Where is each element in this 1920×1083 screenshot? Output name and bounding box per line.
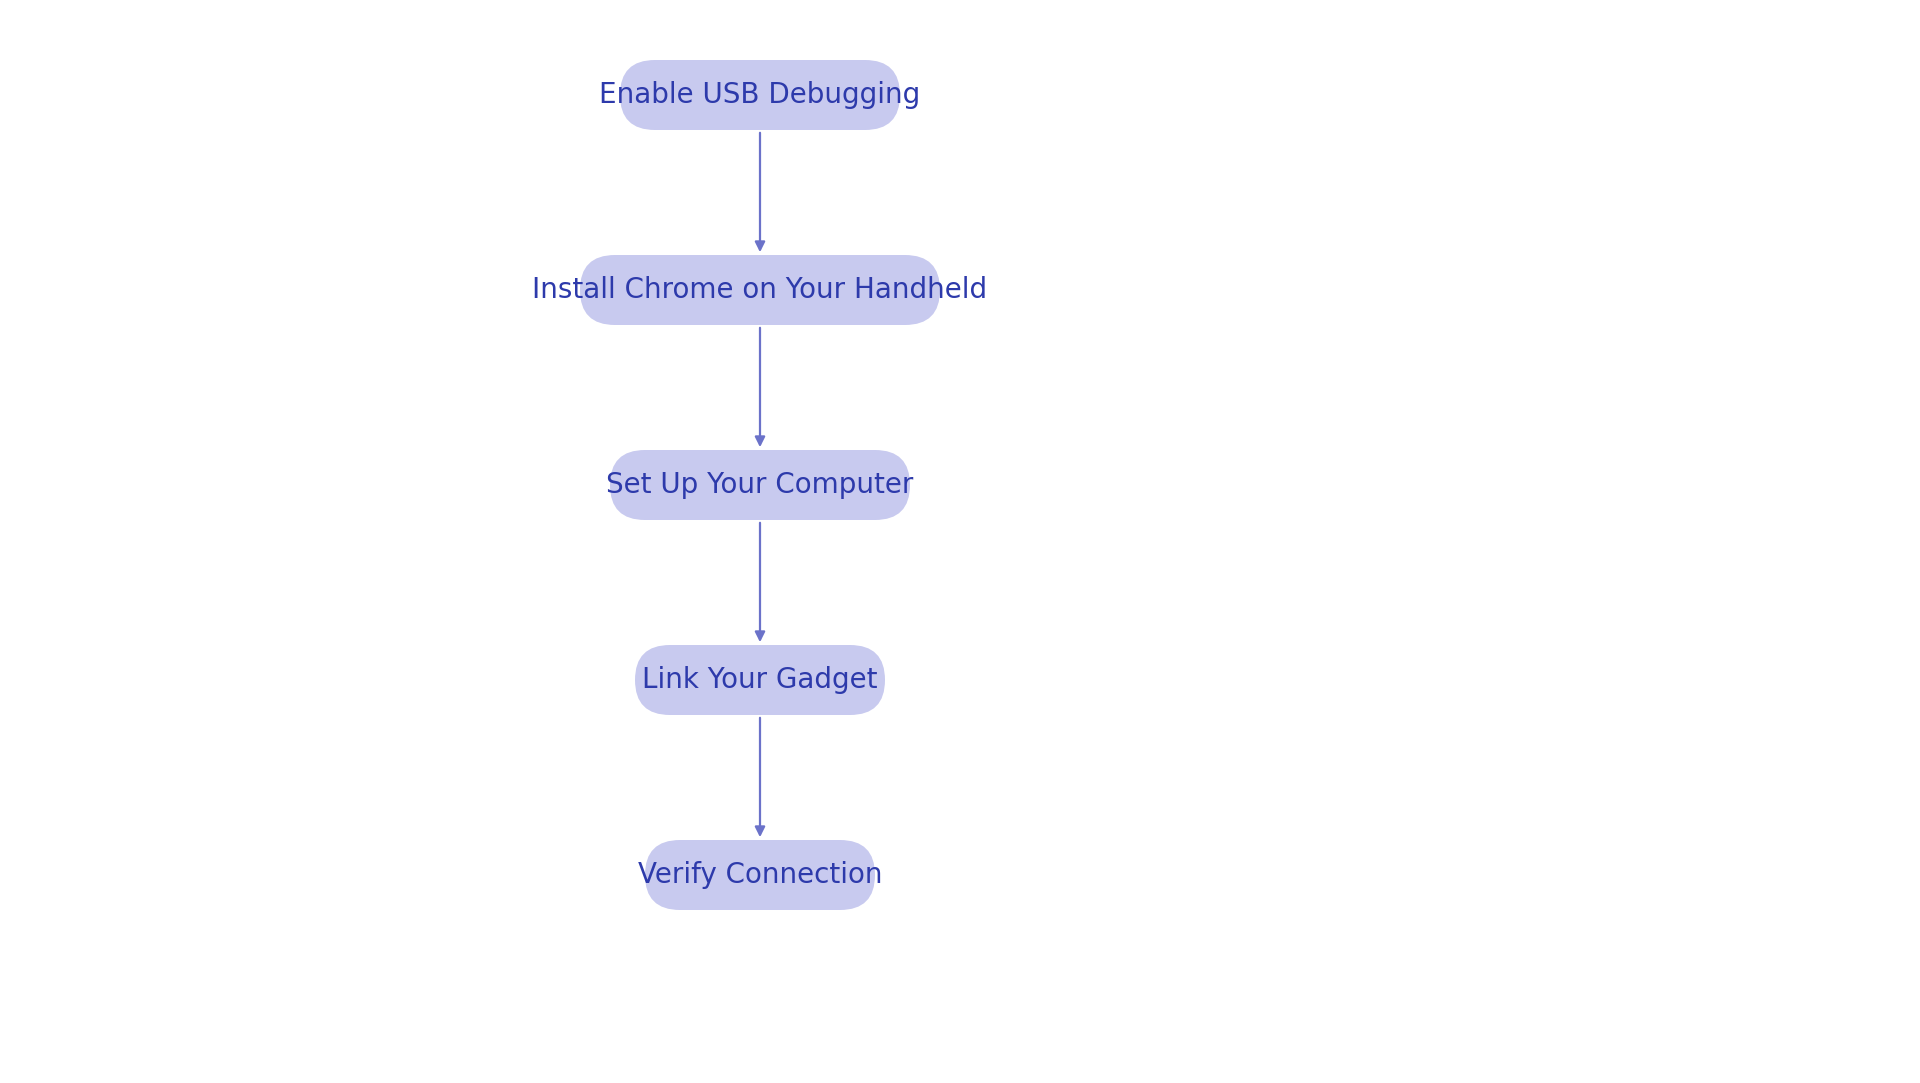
FancyBboxPatch shape xyxy=(620,60,900,130)
FancyBboxPatch shape xyxy=(611,451,910,520)
Text: Verify Connection: Verify Connection xyxy=(637,861,883,889)
Text: Link Your Gadget: Link Your Gadget xyxy=(643,666,877,694)
FancyBboxPatch shape xyxy=(636,645,885,715)
FancyBboxPatch shape xyxy=(645,840,876,910)
FancyBboxPatch shape xyxy=(580,255,941,325)
Text: Enable USB Debugging: Enable USB Debugging xyxy=(599,81,920,109)
Text: Install Chrome on Your Handheld: Install Chrome on Your Handheld xyxy=(532,276,987,304)
Text: Set Up Your Computer: Set Up Your Computer xyxy=(607,471,914,499)
